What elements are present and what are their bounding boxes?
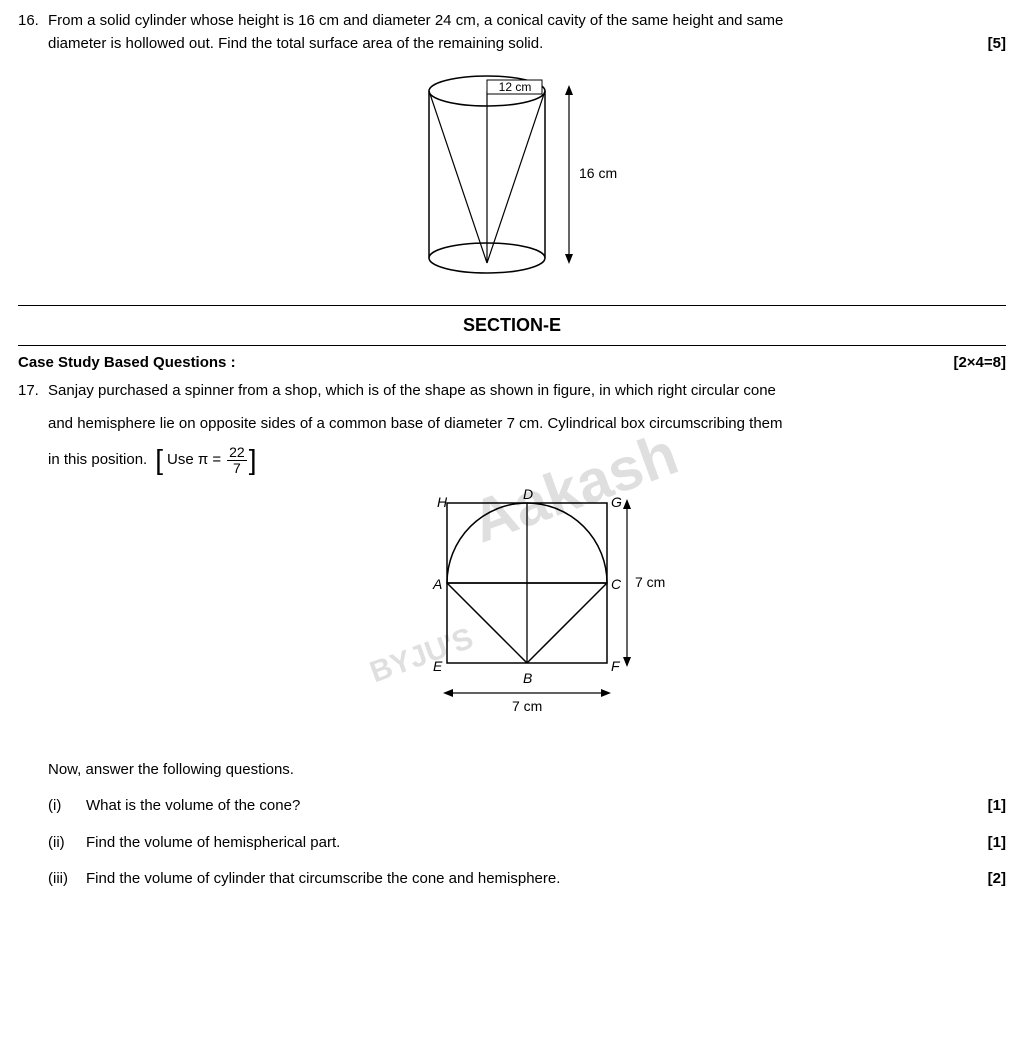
height-label: 16 cm — [579, 165, 617, 181]
q16-body: From a solid cylinder whose height is 16… — [48, 10, 1006, 299]
svg-text:D: D — [523, 486, 533, 502]
cylinder-cone-diagram: 12 cm 16 cm — [397, 63, 657, 283]
divider-top — [18, 305, 1006, 306]
case-study-header: Case Study Based Questions : [2×4=8] — [18, 352, 1006, 375]
q16-line1: From a solid cylinder whose height is 16… — [48, 10, 1006, 33]
case-header-left: Case Study Based Questions : — [18, 352, 236, 375]
svg-text:H: H — [437, 494, 448, 510]
q17-number: 17. — [18, 380, 48, 403]
sub-iii-text: Find the volume of cylinder that circums… — [86, 868, 560, 891]
divider-bottom — [18, 345, 1006, 346]
svg-text:7 cm: 7 cm — [512, 698, 542, 714]
sub-ii-marks: [1] — [988, 832, 1006, 855]
svg-text:E: E — [433, 658, 443, 674]
sub-i-text: What is the volume of the cone? — [86, 795, 300, 818]
sub-i-num: (i) — [48, 795, 86, 818]
svg-text:C: C — [611, 576, 622, 592]
q17-figure: Aakash H D G A C E B F — [48, 483, 1006, 751]
sub-iii-marks: [2] — [988, 868, 1006, 891]
q16-figure: 12 cm 16 cm — [48, 63, 1006, 291]
q17-line3: in this position. [ Use π = 22 7 ] — [48, 445, 1006, 475]
svg-text:A: A — [432, 576, 442, 592]
q17-body: Sanjay purchased a spinner from a shop, … — [48, 380, 1006, 891]
pi-numerator: 22 — [227, 445, 247, 461]
now-answer: Now, answer the following questions. — [48, 759, 1006, 782]
sub-iii-num: (iii) — [48, 868, 86, 891]
svg-text:G: G — [611, 494, 622, 510]
question-16: 16. From a solid cylinder whose height i… — [18, 10, 1006, 299]
q17-line1: Sanjay purchased a spinner from a shop, … — [48, 380, 1006, 403]
q16-line2-row: diameter is hollowed out. Find the total… — [48, 33, 1006, 56]
question-17: 17. Sanjay purchased a spinner from a sh… — [18, 380, 1006, 891]
pi-denominator: 7 — [227, 461, 247, 476]
case-header-right: [2×4=8] — [953, 352, 1006, 375]
use-pi-label: Use π = — [167, 449, 221, 472]
q17-line2: and hemisphere lie on opposite sides of … — [48, 413, 1006, 436]
pi-fraction: 22 7 — [227, 445, 247, 475]
spinner-diagram: H D G A C E B F 7 cm 7 cm — [377, 483, 677, 743]
q16-number: 16. — [18, 10, 48, 33]
sub-i-marks: [1] — [988, 795, 1006, 818]
sub-q-i: (i) What is the volume of the cone? [1] — [48, 795, 1006, 818]
radius-label: 12 cm — [499, 80, 532, 94]
section-e-title: SECTION-E — [18, 312, 1006, 339]
svg-text:F: F — [611, 658, 621, 674]
q16-line2: diameter is hollowed out. Find the total… — [48, 33, 543, 56]
svg-text:7 cm: 7 cm — [635, 574, 665, 590]
sub-q-iii: (iii) Find the volume of cylinder that c… — [48, 868, 1006, 891]
q17-line3-pre: in this position. — [48, 449, 147, 472]
svg-text:B: B — [523, 670, 532, 686]
sub-q-ii: (ii) Find the volume of hemispherical pa… — [48, 832, 1006, 855]
sub-ii-text: Find the volume of hemispherical part. — [86, 832, 340, 855]
sub-ii-num: (ii) — [48, 832, 86, 855]
q16-marks: [5] — [988, 33, 1006, 56]
